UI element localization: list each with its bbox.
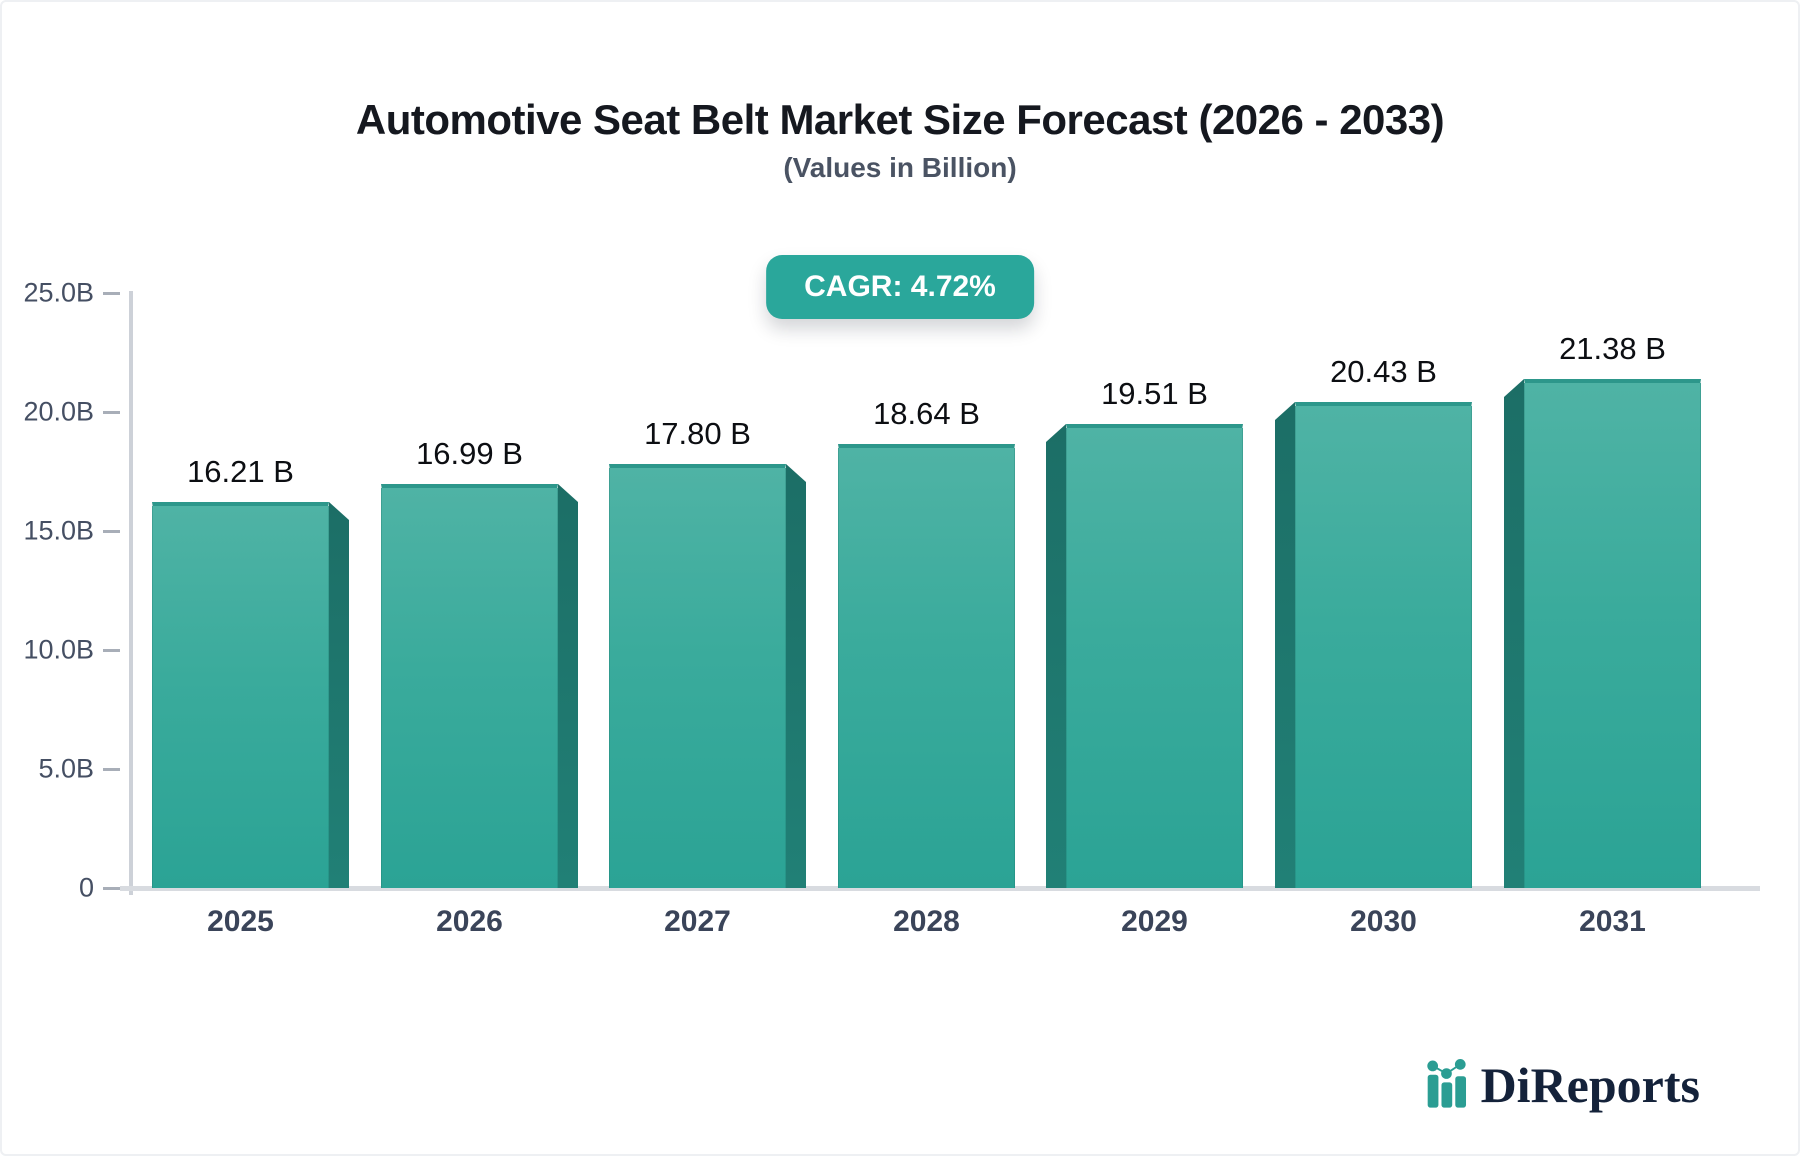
- y-axis-tick: [103, 648, 120, 652]
- x-axis-year-label: 2028: [893, 905, 960, 938]
- y-axis-tick: [103, 291, 120, 295]
- bar-3d-side: [786, 464, 806, 888]
- y-axis-tick: [103, 529, 120, 533]
- bar-3d-side: [558, 484, 578, 888]
- bar-3d-side: [1504, 379, 1524, 888]
- bar-2031: [1524, 379, 1701, 888]
- chart-title: Automotive Seat Belt Market Size Forecas…: [355, 96, 1445, 143]
- bar-2026: [381, 484, 558, 888]
- bar-2029: [1066, 424, 1243, 888]
- y-axis-tick-label: 25.0B: [23, 277, 94, 308]
- bar-value-label: 19.51 B: [1101, 376, 1208, 411]
- y-axis-tick-label: 5.0B: [38, 753, 94, 784]
- bar-value-label: 18.64 B: [873, 396, 980, 431]
- chart-subtitle: (Values in Billion): [783, 152, 1017, 183]
- bar-2027: [609, 464, 786, 888]
- bar-2025: [152, 502, 329, 888]
- x-axis-year-label: 2030: [1350, 905, 1417, 938]
- y-axis-tick-label: 15.0B: [23, 515, 94, 546]
- y-axis-tick: [103, 410, 120, 414]
- bar-2030: [1295, 402, 1472, 888]
- x-axis-year-label: 2026: [436, 905, 503, 938]
- bar-3d-side: [1046, 424, 1066, 888]
- y-axis-tick-label: 0: [78, 872, 94, 903]
- bar-value-label: 20.43 B: [1330, 354, 1437, 389]
- bar-3d-side: [1275, 402, 1295, 888]
- bar-2028: [838, 444, 1015, 888]
- y-axis-tick-label: 20.0B: [23, 396, 94, 427]
- bar-chart-trend-icon: [1426, 1059, 1466, 1108]
- y-axis-tick: [103, 767, 120, 771]
- cagr-badge: CAGR: 4.72%: [766, 255, 1034, 319]
- bar-3d-side: [329, 502, 349, 888]
- bar-value-label: 16.99 B: [416, 436, 523, 471]
- y-axis-line: [129, 291, 133, 895]
- x-axis-year-label: 2031: [1579, 905, 1646, 938]
- x-axis-year-label: 2025: [207, 905, 274, 938]
- direports-logo: DiReports: [1425, 1056, 1700, 1113]
- bar-value-label: 17.80 B: [644, 416, 751, 451]
- bar-value-label: 16.21 B: [187, 454, 294, 489]
- x-axis-year-label: 2029: [1121, 905, 1188, 938]
- y-axis-tick-label: 10.0B: [23, 634, 94, 665]
- x-axis-baseline: [120, 886, 1760, 891]
- y-axis-tick: [103, 886, 120, 890]
- bar-value-label: 21.38 B: [1559, 331, 1666, 366]
- logo-text: DiReports: [1480, 1057, 1700, 1113]
- x-axis-year-label: 2027: [664, 905, 731, 938]
